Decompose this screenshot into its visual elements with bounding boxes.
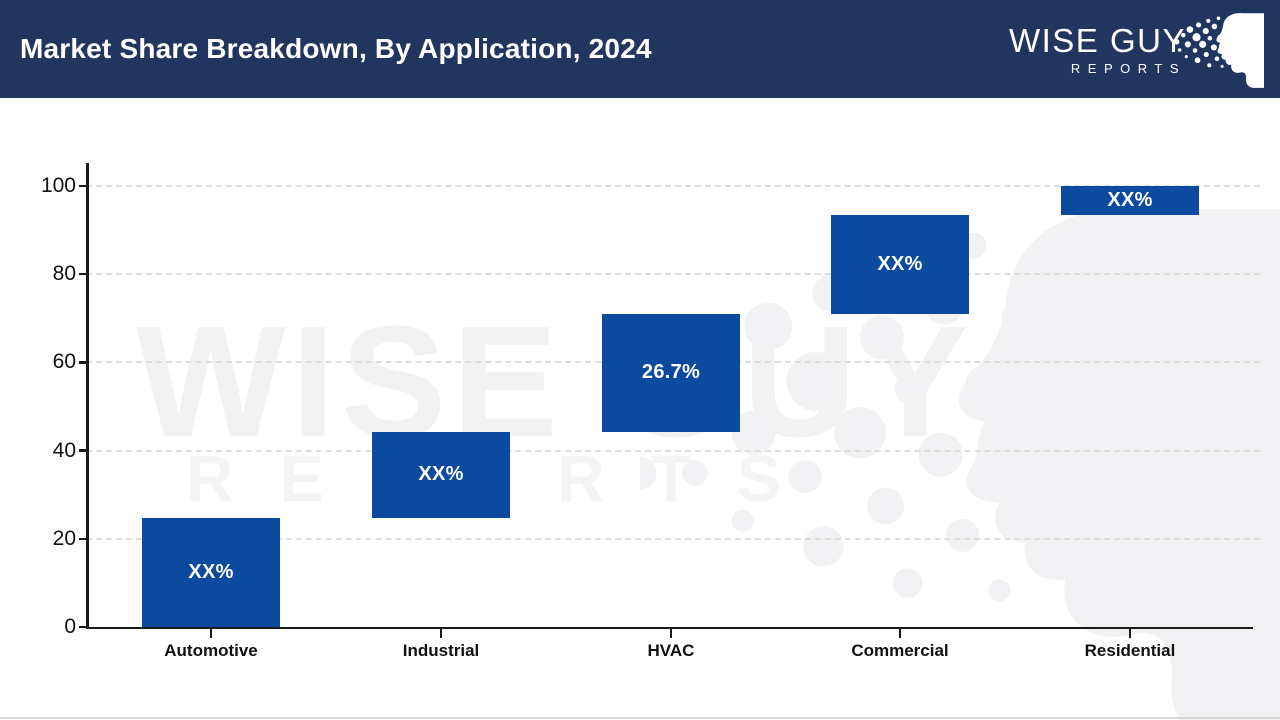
x-tick-industrial xyxy=(439,629,443,638)
category-label-automotive: Automotive xyxy=(164,641,258,660)
y-tick-label-0: 0 xyxy=(64,615,76,638)
chart-area: WISE GUY REPORTS 020406080100XX%Automoti… xyxy=(0,98,1280,720)
wise-guy-reports-logo: WISE GUY REPORTS xyxy=(994,6,1264,94)
y-tick-label-20: 20 xyxy=(52,526,76,550)
category-label-industrial: Industrial xyxy=(402,641,480,660)
gridline-40 xyxy=(86,449,1260,452)
bar-commercial: XX% xyxy=(831,214,969,314)
y-tick-20 xyxy=(79,537,88,541)
page-title: Market Share Breakdown, By Application, … xyxy=(20,33,652,64)
x-tick-commercial xyxy=(898,629,902,638)
y-tick-label-60: 60 xyxy=(52,350,76,374)
y-tick-label-40: 40 xyxy=(52,438,76,462)
logo-reports-label: REPORTS xyxy=(1070,60,1186,76)
bar-value-label: XX% xyxy=(877,252,923,275)
bottom-border-line xyxy=(0,717,1280,719)
gridline-80 xyxy=(86,273,1260,276)
x-tick-hvac xyxy=(669,629,673,638)
y-tick-label-100: 100 xyxy=(40,174,76,197)
x-tick-residential xyxy=(1128,629,1132,638)
x-axis-line xyxy=(86,626,1253,629)
y-tick-60 xyxy=(79,361,88,364)
gridline-100 xyxy=(86,185,1260,187)
y-axis-line xyxy=(86,163,89,629)
category-label-commercial: Commercial xyxy=(851,641,949,660)
y-tick-0 xyxy=(79,625,88,629)
logo-wordmark: WISE GUY xyxy=(1008,22,1186,60)
bar-value-label: 26.7% xyxy=(641,361,701,384)
gridline-20 xyxy=(86,537,1260,540)
y-tick-80 xyxy=(79,272,88,276)
bar-value-label: XX% xyxy=(188,560,234,583)
header-bar: Market Share Breakdown, By Application, … xyxy=(0,0,1280,98)
bar-residential: XX% xyxy=(1061,186,1199,215)
y-tick-100 xyxy=(79,184,88,188)
bar-value-label: XX% xyxy=(1107,188,1153,211)
category-label-residential: Residential xyxy=(1084,641,1176,660)
y-tick-40 xyxy=(79,449,88,452)
bar-hvac: 26.7% xyxy=(602,313,740,432)
bar-automotive: XX% xyxy=(142,517,280,627)
y-tick-label-80: 80 xyxy=(52,262,76,286)
bar-industrial: XX% xyxy=(372,431,510,518)
bar-value-label: XX% xyxy=(418,463,464,486)
category-label-hvac: HVAC xyxy=(647,641,695,660)
x-tick-automotive xyxy=(209,629,213,638)
